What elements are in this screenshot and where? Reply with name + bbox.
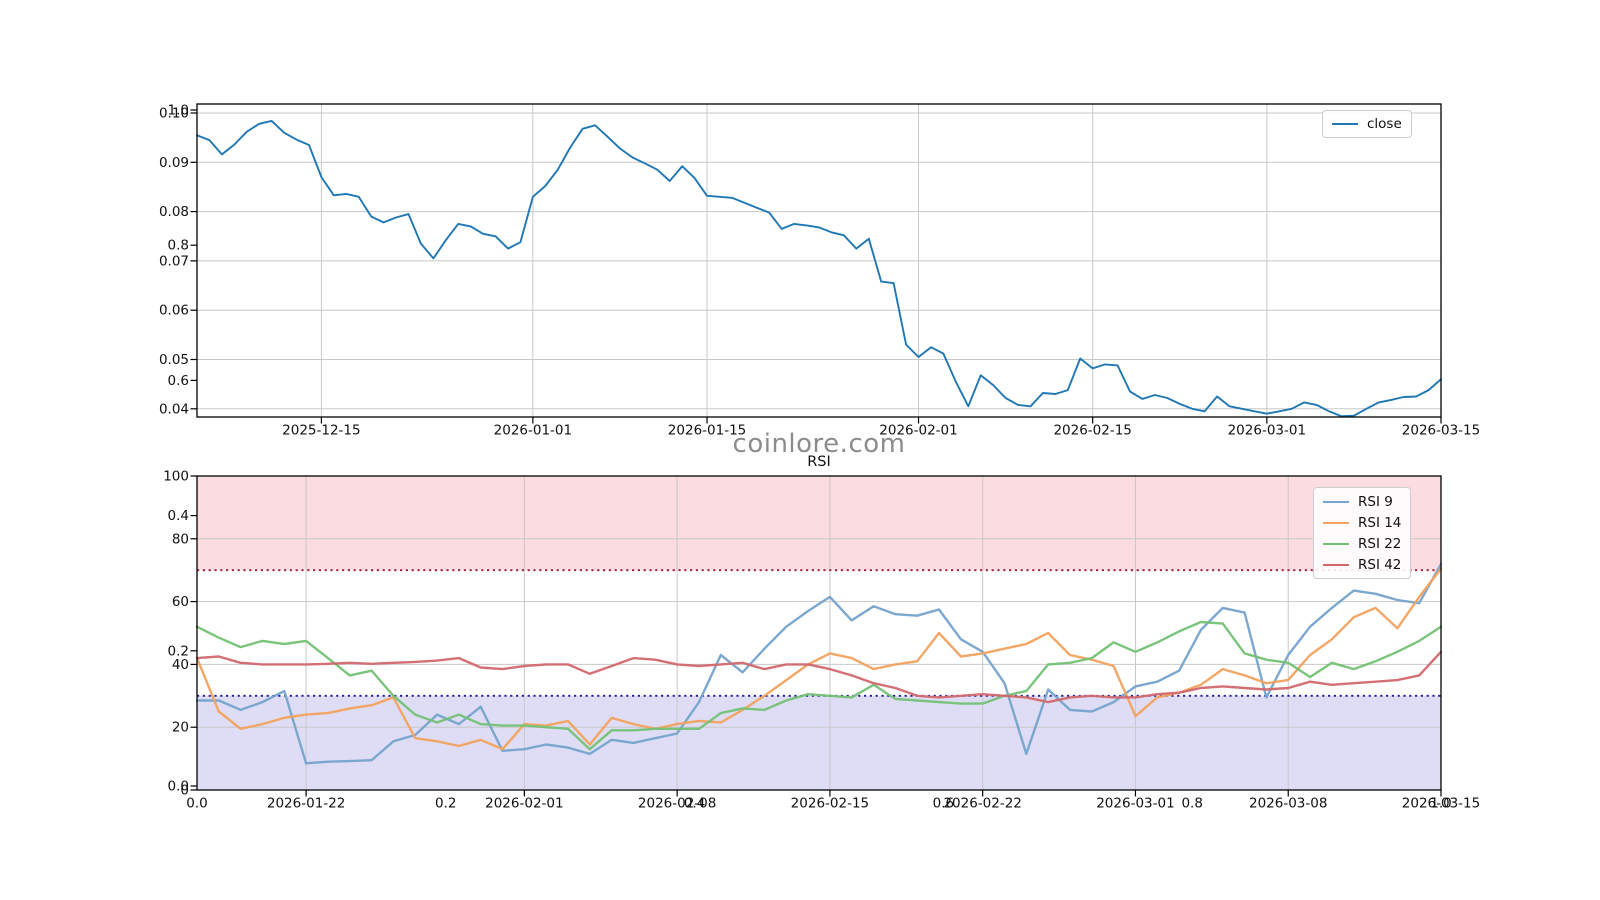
legend-row-close: close	[1332, 114, 1402, 134]
legend-label-rsi9: RSI 9	[1358, 493, 1393, 510]
rsi9-line	[195, 562, 1443, 765]
overlay-ytick-label: 0.6	[168, 373, 189, 389]
overlay-ytick-label: 0.8	[168, 238, 189, 254]
overlay-xtick-label: 0.6	[933, 796, 954, 812]
price-xtick-label: 2026-02-15	[1053, 423, 1131, 439]
rsi-ytick-label: 40	[172, 657, 189, 673]
rsi-xtick-label: 2026-03-08	[1249, 796, 1327, 812]
overlay-ytick-label: 0.0	[168, 779, 189, 795]
rsi-ytick-label: 80	[172, 531, 189, 547]
rsi-xtick-label: 2026-03-01	[1096, 796, 1174, 812]
rsi-xtick-label: 2026-02-22	[943, 796, 1021, 812]
price-xtick-label: 2025-12-15	[282, 423, 360, 439]
legend-row-rsi14: RSI 14	[1323, 512, 1401, 533]
legend-label-close: close	[1367, 116, 1402, 132]
rsi9-line-swatch	[1323, 500, 1349, 503]
watermark: coinlore.com	[732, 429, 906, 459]
rsi-legend: RSI 9 RSI 14 RSI 22 RSI 42	[1313, 487, 1412, 579]
rsi22-line-swatch	[1323, 542, 1349, 545]
price-ytick-label: 0.06	[159, 303, 189, 319]
rsi-xtick-label: 2026-02-08	[638, 796, 716, 812]
rsi-chart-title: RSI	[807, 454, 831, 470]
rsi-xtick-label: 2026-02-15	[791, 796, 869, 812]
overlay-xtick-label: 0.4	[684, 796, 705, 812]
rsi-ytick-label: 60	[172, 594, 189, 610]
oversold-band	[197, 695, 1441, 790]
rsi14-line	[195, 567, 1443, 751]
legend-row-rsi9: RSI 9	[1323, 491, 1401, 512]
rsi-axes-border	[196, 475, 1442, 791]
legend-row-rsi42: RSI 42	[1323, 554, 1401, 575]
overlay-xtick-label: 0.2	[435, 796, 456, 812]
rsi-ytick-label: 100	[163, 469, 189, 485]
rsi42-line	[195, 650, 1443, 704]
price-ytick-label: 0.04	[159, 401, 189, 417]
rsi-xtick-label: 2026-03-15	[1402, 796, 1480, 812]
close-line	[196, 119, 1442, 418]
overlay-xtick-label: 1.0	[1430, 796, 1451, 812]
rsi22-line	[195, 620, 1443, 751]
rsi-ytick-label: 20	[172, 720, 189, 736]
legend-label-rsi42: RSI 42	[1358, 556, 1402, 573]
rsi-xtick-label: 2026-01-22	[267, 796, 345, 812]
overlay-ytick-label: 0.2	[168, 643, 189, 659]
close-line-swatch	[1332, 123, 1358, 125]
overbought-band	[197, 476, 1441, 571]
price-xtick-label: 2026-03-01	[1228, 423, 1306, 439]
price-ytick-label: 0.09	[159, 155, 189, 171]
price-xtick-label: 2026-03-15	[1402, 423, 1480, 439]
price-xtick-label: 2026-02-01	[879, 423, 957, 439]
price-xtick-label: 2026-01-01	[494, 423, 572, 439]
rsi-ytick-label: 0	[180, 783, 189, 799]
overlay-ytick-label: 1.0	[168, 103, 189, 119]
rsi42-line-swatch	[1323, 563, 1349, 566]
legend-label-rsi14: RSI 14	[1358, 514, 1402, 531]
overlay-xtick-label: 0.0	[186, 796, 207, 812]
price-xtick-label: 2026-01-15	[668, 423, 746, 439]
price-ytick-label: 0.05	[159, 352, 189, 368]
overlay-ytick-label: 0.4	[168, 508, 189, 524]
rsi-xtick-label: 2026-02-01	[485, 796, 563, 812]
price-ytick-label: 0.10	[159, 106, 189, 122]
price-ytick-label: 0.07	[159, 253, 189, 269]
legend-row-rsi22: RSI 22	[1323, 533, 1401, 554]
price-legend: close	[1322, 110, 1412, 138]
price-ytick-label: 0.08	[159, 204, 189, 220]
overlay-xtick-label: 0.8	[1181, 796, 1202, 812]
rsi14-line-swatch	[1323, 521, 1349, 524]
legend-label-rsi22: RSI 22	[1358, 535, 1402, 552]
